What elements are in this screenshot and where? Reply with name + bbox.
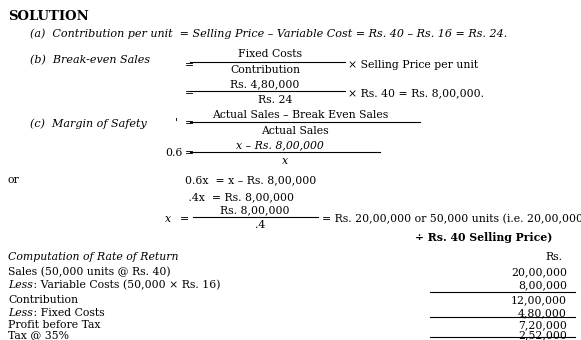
Text: 20,00,000: 20,00,000 xyxy=(511,267,567,277)
Text: Rs.: Rs. xyxy=(545,252,562,262)
Text: Profit before Tax: Profit before Tax xyxy=(8,320,101,330)
Text: 0.6x  = x – Rs. 8,00,000: 0.6x = x – Rs. 8,00,000 xyxy=(185,175,316,185)
Text: Computation of Rate of Return: Computation of Rate of Return xyxy=(8,252,178,262)
Text: =: = xyxy=(185,60,194,70)
Text: Tax @ 35%: Tax @ 35% xyxy=(8,330,69,340)
Text: Rs. 4,80,000: Rs. 4,80,000 xyxy=(230,79,300,89)
Text: : Variable Costs (50,000 × Rs. 16): : Variable Costs (50,000 × Rs. 16) xyxy=(30,280,221,290)
Text: Actual Sales – Break Even Sales: Actual Sales – Break Even Sales xyxy=(212,110,388,120)
Text: ': ' xyxy=(175,118,178,128)
Text: Rs. 24: Rs. 24 xyxy=(258,95,292,105)
Text: .4x  = Rs. 8,00,000: .4x = Rs. 8,00,000 xyxy=(185,192,294,202)
Text: 4,80,000: 4,80,000 xyxy=(518,308,567,318)
Text: : Fixed Costs: : Fixed Costs xyxy=(30,308,105,318)
Text: Fixed Costs: Fixed Costs xyxy=(238,49,302,59)
Text: Contribution: Contribution xyxy=(230,65,300,75)
Text: =: = xyxy=(185,118,194,128)
Text: =: = xyxy=(185,88,194,98)
Text: 7,20,000: 7,20,000 xyxy=(518,320,567,330)
Text: Sales (50,000 units @ Rs. 40): Sales (50,000 units @ Rs. 40) xyxy=(8,267,171,277)
Text: Less: Less xyxy=(8,280,33,290)
Text: Contribution: Contribution xyxy=(8,295,78,305)
Text: Actual Sales: Actual Sales xyxy=(261,126,329,136)
Text: Rs. 8,00,000: Rs. 8,00,000 xyxy=(220,205,290,215)
Text: x: x xyxy=(165,214,171,224)
Text: ÷ Rs. 40 Selling Price): ÷ Rs. 40 Selling Price) xyxy=(415,232,553,243)
Text: =: = xyxy=(180,214,189,224)
Text: (a)  Contribution per unit  = Selling Price – Variable Cost = Rs. 40 – Rs. 16 = : (a) Contribution per unit = Selling Pric… xyxy=(30,28,507,38)
Text: = Rs. 20,00,000 or 50,000 units (i.e. 20,00,000: = Rs. 20,00,000 or 50,000 units (i.e. 20… xyxy=(322,214,581,224)
Text: (b)  Break-even Sales: (b) Break-even Sales xyxy=(30,55,150,65)
Text: 12,00,000: 12,00,000 xyxy=(511,295,567,305)
Text: Less: Less xyxy=(8,308,33,318)
Text: × Rs. 40 = Rs. 8,00,000.: × Rs. 40 = Rs. 8,00,000. xyxy=(348,88,484,98)
Text: SOLUTION: SOLUTION xyxy=(8,10,89,23)
Text: (c)  Margin of Safety: (c) Margin of Safety xyxy=(30,118,147,129)
Text: or: or xyxy=(8,175,20,185)
Text: × Selling Price per unit: × Selling Price per unit xyxy=(348,60,478,70)
Text: x: x xyxy=(282,156,288,166)
Text: x – Rs. 8,00,000: x – Rs. 8,00,000 xyxy=(236,140,324,150)
Text: 0.6: 0.6 xyxy=(165,148,182,158)
Text: 8,00,000: 8,00,000 xyxy=(518,280,567,290)
Text: =: = xyxy=(185,148,194,158)
Text: 2,52,000: 2,52,000 xyxy=(518,330,567,340)
Text: .4: .4 xyxy=(255,220,265,230)
